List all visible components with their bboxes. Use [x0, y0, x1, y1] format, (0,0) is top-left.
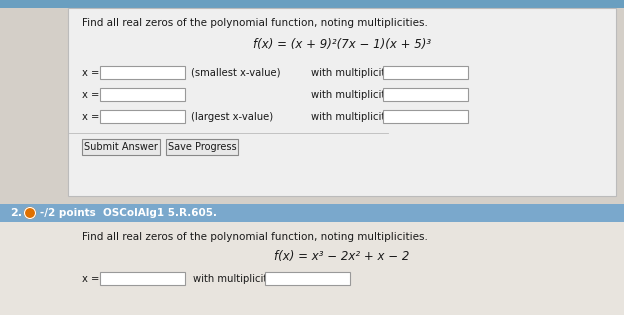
FancyBboxPatch shape	[0, 222, 624, 315]
Text: x =: x =	[82, 273, 99, 284]
Text: f(x) = (x + 9)²(7x − 1)(x + 5)³: f(x) = (x + 9)²(7x − 1)(x + 5)³	[253, 38, 431, 51]
FancyBboxPatch shape	[166, 139, 238, 155]
Text: Find all real zeros of the polynomial function, noting multiplicities.: Find all real zeros of the polynomial fu…	[82, 232, 428, 242]
Text: Submit Answer: Submit Answer	[84, 142, 158, 152]
Text: with multiplicity: with multiplicity	[193, 273, 273, 284]
FancyBboxPatch shape	[68, 8, 616, 196]
Text: f(x) = x³ − 2x² + x − 2: f(x) = x³ − 2x² + x − 2	[275, 250, 410, 263]
FancyBboxPatch shape	[383, 88, 468, 101]
FancyBboxPatch shape	[265, 272, 350, 285]
Text: with multiplicity: with multiplicity	[311, 89, 391, 100]
Text: with multiplicity: with multiplicity	[311, 112, 391, 122]
Text: with multiplicity: with multiplicity	[311, 67, 391, 77]
FancyBboxPatch shape	[100, 110, 185, 123]
FancyBboxPatch shape	[0, 204, 624, 222]
Text: x =: x =	[82, 89, 99, 100]
FancyBboxPatch shape	[100, 272, 185, 285]
Text: (largest x-value): (largest x-value)	[191, 112, 273, 122]
Text: (smallest x-value): (smallest x-value)	[191, 67, 281, 77]
Circle shape	[24, 208, 36, 219]
FancyBboxPatch shape	[100, 66, 185, 79]
Text: x =: x =	[82, 67, 99, 77]
FancyBboxPatch shape	[0, 0, 624, 8]
Text: Save Progress: Save Progress	[168, 142, 236, 152]
Text: 2.: 2.	[10, 208, 22, 218]
FancyBboxPatch shape	[82, 139, 160, 155]
Text: Find all real zeros of the polynomial function, noting multiplicities.: Find all real zeros of the polynomial fu…	[82, 18, 428, 28]
Text: -/2 points  OSColAlg1 5.R.605.: -/2 points OSColAlg1 5.R.605.	[40, 208, 217, 218]
FancyBboxPatch shape	[383, 66, 468, 79]
FancyBboxPatch shape	[100, 88, 185, 101]
FancyBboxPatch shape	[383, 110, 468, 123]
Text: x =: x =	[82, 112, 99, 122]
